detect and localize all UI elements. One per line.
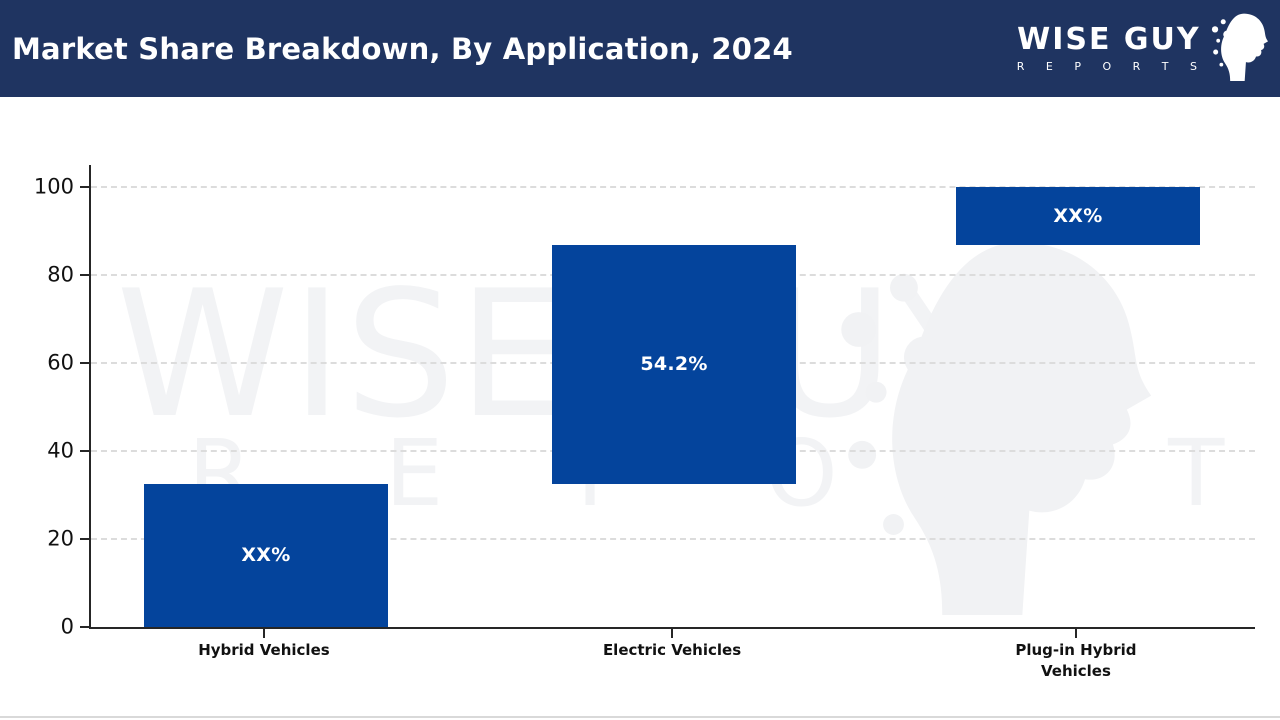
logo-text: WISE GUY R E P O R T S xyxy=(1012,21,1206,73)
x-tick-mark xyxy=(671,629,674,638)
bar-3: XX% xyxy=(955,187,1200,246)
wiseguy-head-icon xyxy=(1210,11,1268,87)
header-bar: Market Share Breakdown, By Application, … xyxy=(0,0,1280,97)
bar-2: 54.2% xyxy=(552,245,797,484)
y-tick-mark xyxy=(80,186,89,188)
plot-area: XX% 54.2% XX% xyxy=(89,165,1255,629)
x-category-label: Hybrid Vehicles xyxy=(198,641,330,659)
y-tick-label: 0 xyxy=(60,614,74,639)
watermark-head-icon xyxy=(826,232,1156,626)
y-tick-label: 40 xyxy=(47,438,74,463)
x-tick-mark xyxy=(262,629,265,638)
y-tick-label: 20 xyxy=(47,526,74,551)
gridline xyxy=(91,538,1255,540)
y-tick-label: 80 xyxy=(47,262,74,287)
y-tick-mark xyxy=(80,362,89,364)
y-tick-mark xyxy=(80,538,89,540)
y-tick-mark xyxy=(80,626,89,628)
x-category-label: Plug-in Hybrid Vehicles xyxy=(1015,641,1137,680)
bar-1: XX% xyxy=(143,483,388,627)
x-tick-mark xyxy=(1074,629,1077,638)
x-category-label: Electric Vehicles xyxy=(602,641,742,659)
y-tick-mark xyxy=(80,274,89,276)
y-axis-labels: 0 20 40 60 80 100 xyxy=(0,165,74,637)
y-tick-mark xyxy=(80,450,89,452)
logo-subtitle: R E P O R T S xyxy=(1016,59,1206,73)
y-tick-label: 100 xyxy=(33,174,74,199)
gridline xyxy=(91,186,1255,188)
logo-wordmark: WISE GUY xyxy=(1017,21,1201,57)
y-tick-label: 60 xyxy=(47,350,74,375)
wiseguy-logo: WISE GUY R E P O R T S xyxy=(1012,11,1268,87)
bar-value-label: XX% xyxy=(1053,205,1103,228)
bar-value-label: 54.2% xyxy=(640,353,708,376)
page-title: Market Share Breakdown, By Application, … xyxy=(12,31,793,66)
bar-value-label: XX% xyxy=(241,544,291,567)
footer-divider xyxy=(0,716,1280,718)
